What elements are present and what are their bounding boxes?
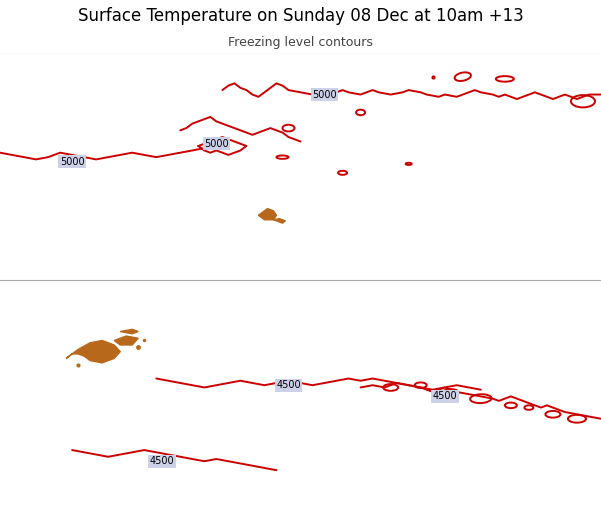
Polygon shape xyxy=(66,340,120,363)
Polygon shape xyxy=(114,336,138,345)
Text: Surface Temperature on Sunday 08 Dec at 10am +13: Surface Temperature on Sunday 08 Dec at … xyxy=(78,7,523,25)
Polygon shape xyxy=(258,209,276,220)
Text: Freezing level contours: Freezing level contours xyxy=(228,35,373,49)
Text: 5000: 5000 xyxy=(204,139,228,149)
Text: 5000: 5000 xyxy=(60,157,84,167)
Text: 5000: 5000 xyxy=(313,89,337,100)
Text: 4500: 4500 xyxy=(433,391,457,401)
Text: 4500: 4500 xyxy=(276,380,300,390)
Polygon shape xyxy=(120,329,138,334)
Text: 4500: 4500 xyxy=(150,456,174,466)
Polygon shape xyxy=(273,218,285,223)
